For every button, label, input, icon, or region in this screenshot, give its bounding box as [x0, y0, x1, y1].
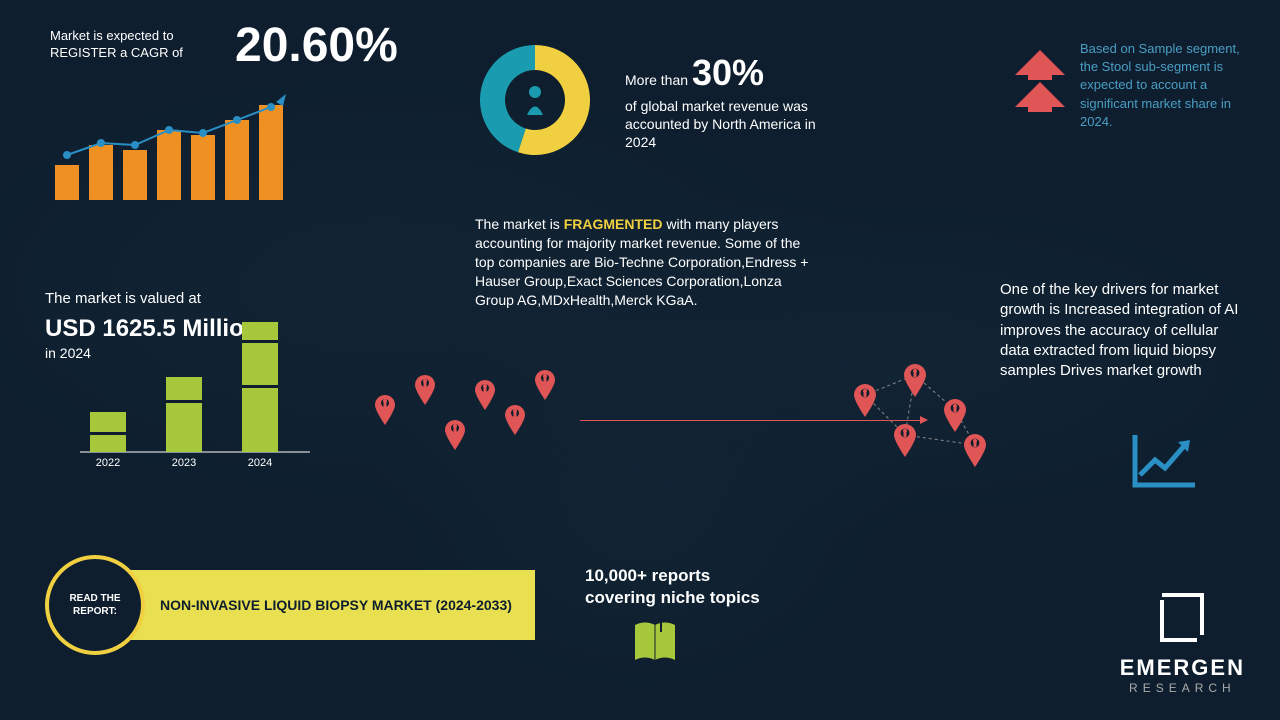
cagr-label-line1: Market is expected to [50, 28, 174, 43]
book-icon [630, 615, 680, 665]
donut-big-value: 30% [692, 52, 764, 93]
svg-text:2023: 2023 [172, 457, 196, 469]
scattered-pins [370, 360, 570, 460]
logo-mark [1152, 590, 1212, 645]
donut-text-prefix: More than [625, 72, 692, 88]
fragmented-text: The market is FRAGMENTED with many playe… [475, 215, 815, 309]
emergen-logo: EMERGEN RESEARCH [1120, 590, 1245, 695]
svg-text:2024: 2024 [248, 457, 272, 469]
reports-count-line2: covering niche topics [585, 588, 760, 607]
svg-text:2022: 2022 [96, 457, 120, 469]
fragmented-highlight: FRAGMENTED [564, 216, 663, 232]
report-banner[interactable]: READ THE REPORT: NON-INVASIVE LIQUID BIO… [45, 565, 535, 645]
logo-sub: RESEARCH [1120, 681, 1245, 695]
arrows-text: Based on Sample segment, the Stool sub-s… [1080, 40, 1260, 131]
report-bar: NON-INVASIVE LIQUID BIOPSY MARKET (2024-… [115, 570, 535, 640]
green-bar-chart: 2022 2023 2024 [80, 305, 310, 470]
report-circle: READ THE REPORT: [45, 555, 145, 655]
cagr-label: Market is expected to REGISTER a CAGR of [50, 28, 183, 62]
cagr-label-line2: REGISTER a CAGR of [50, 45, 183, 60]
driver-text: One of the key drivers for market growth… [1000, 280, 1240, 381]
report-circle-text: READ THE REPORT: [49, 592, 141, 618]
logo-main: EMERGEN [1120, 655, 1245, 681]
report-title: NON-INVASIVE LIQUID BIOPSY MARKET (2024-… [160, 597, 512, 613]
reports-count-line1: 10,000+ reports [585, 566, 710, 585]
growth-arrow-icon [1130, 430, 1200, 490]
network-pins [850, 360, 1010, 470]
up-arrows-icon [1010, 50, 1070, 120]
reports-count: 10,000+ reports covering niche topics [585, 565, 760, 609]
fragmented-before: The market is [475, 216, 564, 232]
cagr-value: 20.60% [235, 18, 398, 73]
donut-chart [475, 40, 595, 160]
donut-text-rest: of global market revenue was accounted b… [625, 98, 816, 150]
cagr-barchart [55, 85, 315, 200]
donut-text: More than 30% of global market revenue w… [625, 50, 825, 151]
